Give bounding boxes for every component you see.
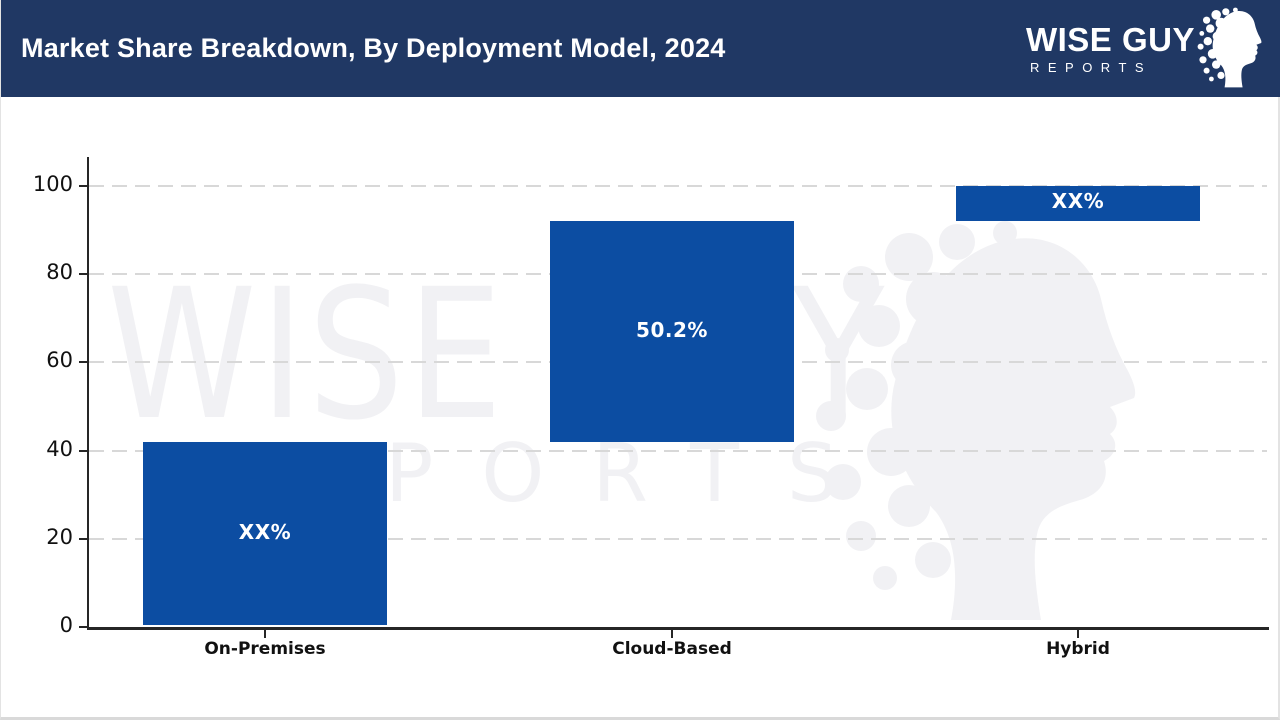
y-tick-label: 60: [46, 348, 73, 373]
category-label: Cloud-Based: [612, 639, 732, 659]
gridline: [89, 537, 1267, 540]
y-axis-line: [87, 157, 89, 629]
y-tick-mark: [79, 537, 87, 540]
y-tick-mark: [79, 361, 87, 364]
bar-segment: [956, 186, 1200, 221]
bar-value-label: XX%: [1051, 189, 1105, 214]
bar-value-label: XX%: [238, 519, 292, 544]
x-axis-line: [87, 627, 1269, 630]
gridline: [89, 185, 1267, 187]
watermark-head-icon: [816, 221, 1136, 620]
wiseguy-head-icon: [1197, 7, 1262, 87]
x-tick-mark: [1077, 630, 1079, 638]
x-tick-mark: [264, 630, 266, 638]
y-tick-mark: [79, 626, 87, 628]
y-tick-label: 40: [46, 436, 73, 461]
y-tick-mark: [79, 185, 87, 187]
y-tick-label: 80: [46, 260, 73, 285]
logo-tagline-text: REPORTS: [1029, 59, 1153, 75]
logo-text: WISE GUY REPORTS: [1026, 23, 1195, 75]
logo-brand-text: WISE GUY: [1025, 20, 1195, 58]
page-title: Market Share Breakdown, By Deployment Mo…: [21, 33, 726, 63]
bar-segment: [143, 442, 387, 625]
y-tick-mark: [79, 449, 87, 452]
y-tick-label: 20: [46, 524, 73, 549]
y-tick-mark: [79, 273, 87, 276]
category-label: On-Premises: [204, 639, 326, 659]
y-tick-label: 100: [32, 172, 73, 196]
x-tick-mark: [671, 630, 673, 638]
bar-segment: [550, 220, 794, 443]
y-tick-label: 0: [59, 613, 73, 637]
category-label: Hybrid: [1046, 639, 1110, 659]
gridline: [89, 449, 1267, 452]
header: Market Share Breakdown, By Deployment Mo…: [1, 0, 1280, 97]
bar-value-label: 50.2%: [636, 317, 708, 342]
wise-guy-logo: WISE GUY REPORTS: [1026, 7, 1269, 91]
